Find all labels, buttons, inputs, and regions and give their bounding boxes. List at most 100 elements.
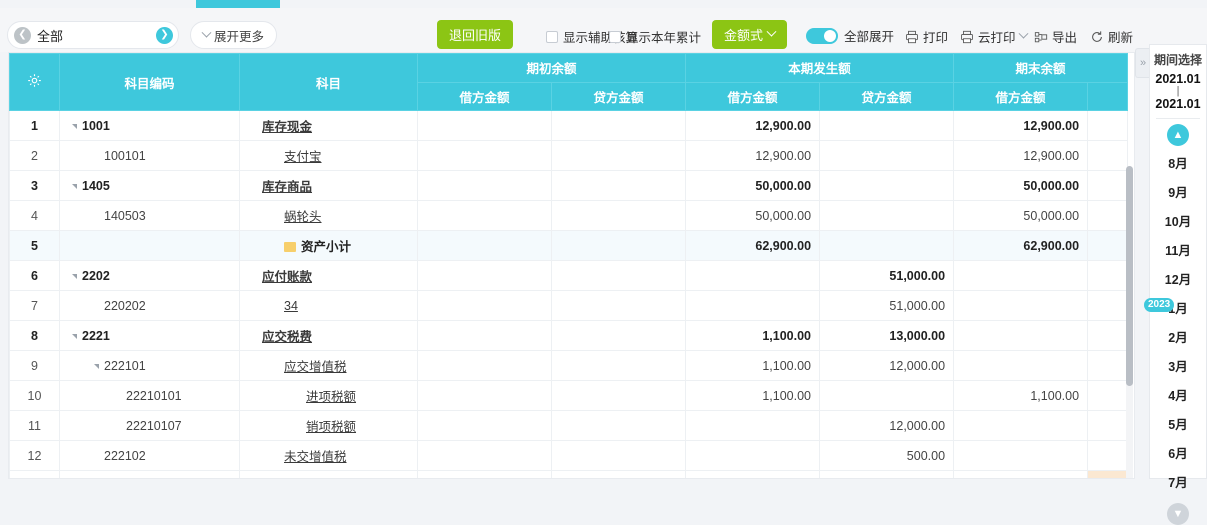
header-opening-debit[interactable]: 借方金额 — [417, 81, 552, 111]
header-current-credit[interactable]: 贷方金额 — [819, 81, 955, 111]
account-range-selector[interactable]: ❮ 全部 ❯ — [7, 21, 179, 49]
cell-opening-credit[interactable] — [550, 380, 687, 411]
cell-opening-debit[interactable] — [417, 260, 552, 291]
account-name-text[interactable]: 应交增值税 — [284, 360, 347, 374]
refresh-button[interactable]: 刷新 — [1090, 27, 1133, 46]
cell-account-name[interactable]: 库存现金 — [239, 110, 418, 141]
cell-ending-debit[interactable]: 50,000.00 — [953, 170, 1089, 201]
cell-ending-credit[interactable] — [1087, 350, 1129, 381]
month-item[interactable]: 3月 — [1150, 353, 1206, 382]
cell-current-credit[interactable]: 500.00 — [819, 440, 955, 471]
cell-ending-debit[interactable] — [953, 470, 1089, 478]
chevron-right-icon[interactable]: ❯ — [156, 26, 173, 44]
cell-ending-credit[interactable] — [1087, 230, 1129, 261]
cell-account-code[interactable]: 1001 — [59, 110, 240, 141]
cell-ending-debit[interactable] — [953, 320, 1089, 351]
header-code[interactable]: 科目编码 — [59, 53, 240, 111]
cell-ending-credit[interactable] — [1087, 170, 1129, 201]
cell-current-credit[interactable] — [819, 380, 955, 411]
cell-ending-debit[interactable] — [953, 290, 1089, 321]
cell-ending-credit[interactable] — [1087, 200, 1129, 231]
cell-opening-credit[interactable] — [550, 110, 687, 141]
cell-current-credit[interactable] — [819, 230, 955, 261]
cell-ending-debit[interactable]: 62,900.00 — [953, 230, 1089, 261]
cell-account-code[interactable] — [59, 230, 240, 261]
table-row[interactable]: 12 222102 未交增值税 500.00 — [9, 440, 1129, 471]
cell-account-name[interactable]: 预交增值税 — [239, 470, 418, 478]
amount-mode-dropdown[interactable]: 金额式 — [712, 20, 788, 49]
cell-current-debit[interactable]: 1,100.00 — [685, 380, 821, 411]
cell-ending-debit[interactable] — [953, 410, 1089, 441]
cell-opening-credit[interactable] — [550, 200, 687, 231]
cell-opening-debit[interactable] — [417, 200, 552, 231]
cell-current-credit[interactable] — [819, 200, 955, 231]
table-row[interactable]: 10 22210101 进项税额 1,100.00 1,100.00 — [9, 380, 1129, 411]
cell-opening-debit[interactable] — [417, 110, 552, 141]
toggle-switch[interactable] — [806, 27, 838, 44]
show-ytd-checkbox[interactable]: 显示本年累计 — [609, 27, 701, 46]
expand-more-button[interactable]: 展开更多 — [190, 21, 278, 49]
cell-current-credit[interactable] — [819, 170, 955, 201]
cell-current-debit[interactable]: 62,900.00 — [685, 230, 821, 261]
cell-ending-credit[interactable] — [1087, 410, 1129, 441]
cell-current-debit[interactable]: 12,900.00 — [685, 140, 821, 171]
table-row[interactable]: 11 22210107 销项税额 12,000.00 — [9, 410, 1129, 441]
cell-opening-credit[interactable] — [550, 290, 687, 321]
cell-account-name[interactable]: 应付账款 — [239, 260, 418, 291]
panel-collapse-button[interactable]: » — [1135, 48, 1150, 78]
month-item[interactable]: 2023 1月 — [1144, 295, 1206, 324]
cell-ending-debit[interactable] — [953, 350, 1089, 381]
cell-current-debit[interactable]: 50,000.00 — [685, 200, 821, 231]
cell-current-credit[interactable]: 51,000.00 — [819, 290, 955, 321]
cell-opening-debit[interactable] — [417, 350, 552, 381]
period-range-end[interactable]: 2021.01 — [1155, 97, 1201, 111]
month-item[interactable]: 4月 — [1150, 382, 1206, 411]
table-row[interactable]: 4 140503 蜗轮头 50,000.00 50,000.00 — [9, 200, 1129, 231]
scrollbar-thumb[interactable] — [1126, 166, 1133, 386]
table-row[interactable]: 3 1405 库存商品 50,000.00 50,000.00 — [9, 170, 1129, 201]
cell-current-debit[interactable] — [685, 290, 821, 321]
cell-opening-debit[interactable] — [417, 320, 552, 351]
cell-opening-credit[interactable] — [550, 350, 687, 381]
account-name-text[interactable]: 销项税额 — [306, 420, 357, 434]
cell-ending-credit[interactable] — [1087, 110, 1129, 141]
checkbox-box[interactable] — [609, 30, 621, 43]
account-name-text[interactable]: 库存商品 — [262, 180, 313, 194]
cell-account-name[interactable]: 未交增值税 — [239, 440, 418, 471]
cell-account-name[interactable]: 资产小计 — [239, 230, 418, 261]
cell-current-debit[interactable] — [685, 440, 821, 471]
cell-opening-debit[interactable] — [417, 290, 552, 321]
cell-opening-credit[interactable] — [550, 320, 687, 351]
cell-account-name[interactable]: 应交增值税 — [239, 350, 418, 381]
header-subject[interactable]: 科目 — [239, 53, 418, 111]
cell-ending-debit[interactable] — [953, 440, 1089, 471]
cell-ending-credit[interactable] — [1087, 140, 1129, 171]
checkbox-box[interactable] — [546, 30, 558, 43]
cell-account-code[interactable]: 22210101 — [59, 380, 240, 411]
month-item[interactable]: 7月 — [1150, 469, 1206, 498]
account-name-text[interactable]: 未交增值税 — [284, 450, 347, 464]
cell-current-debit[interactable]: 1,100.00 — [685, 350, 821, 381]
cell-ending-credit[interactable] — [1087, 470, 1129, 478]
cell-opening-credit[interactable] — [550, 230, 687, 261]
cell-opening-debit[interactable] — [417, 140, 552, 171]
cell-opening-credit[interactable] — [550, 410, 687, 441]
account-name-text[interactable]: 34 — [284, 298, 298, 313]
cell-account-code[interactable]: 100101 — [59, 140, 240, 171]
cell-current-credit[interactable]: 13,000.00 — [819, 320, 955, 351]
cell-account-code[interactable]: 140503 — [59, 200, 240, 231]
cell-ending-debit[interactable]: 50,000.00 — [953, 200, 1089, 231]
month-item[interactable]: 12月 — [1150, 266, 1206, 295]
cell-ending-debit[interactable]: 1,100.00 — [953, 380, 1089, 411]
cell-account-name[interactable]: 34 — [239, 290, 418, 321]
settings-column-header[interactable] — [9, 53, 60, 111]
cell-current-debit[interactable]: 1,100.00 — [685, 320, 821, 351]
cell-ending-debit[interactable]: 12,900.00 — [953, 110, 1089, 141]
cell-ending-credit[interactable] — [1087, 290, 1129, 321]
table-row[interactable]: 7 220202 34 51,000.00 — [9, 290, 1129, 321]
header-current-debit[interactable]: 借方金额 — [685, 81, 821, 111]
table-row[interactable]: 13222103预交增值税 500.00 — [9, 470, 1129, 478]
header-ending-debit[interactable]: 借方金额 — [953, 81, 1089, 111]
table-row[interactable]: 2 100101 支付宝 12,900.00 12,900.00 — [9, 140, 1129, 171]
old-version-button[interactable]: 退回旧版 — [437, 20, 514, 49]
